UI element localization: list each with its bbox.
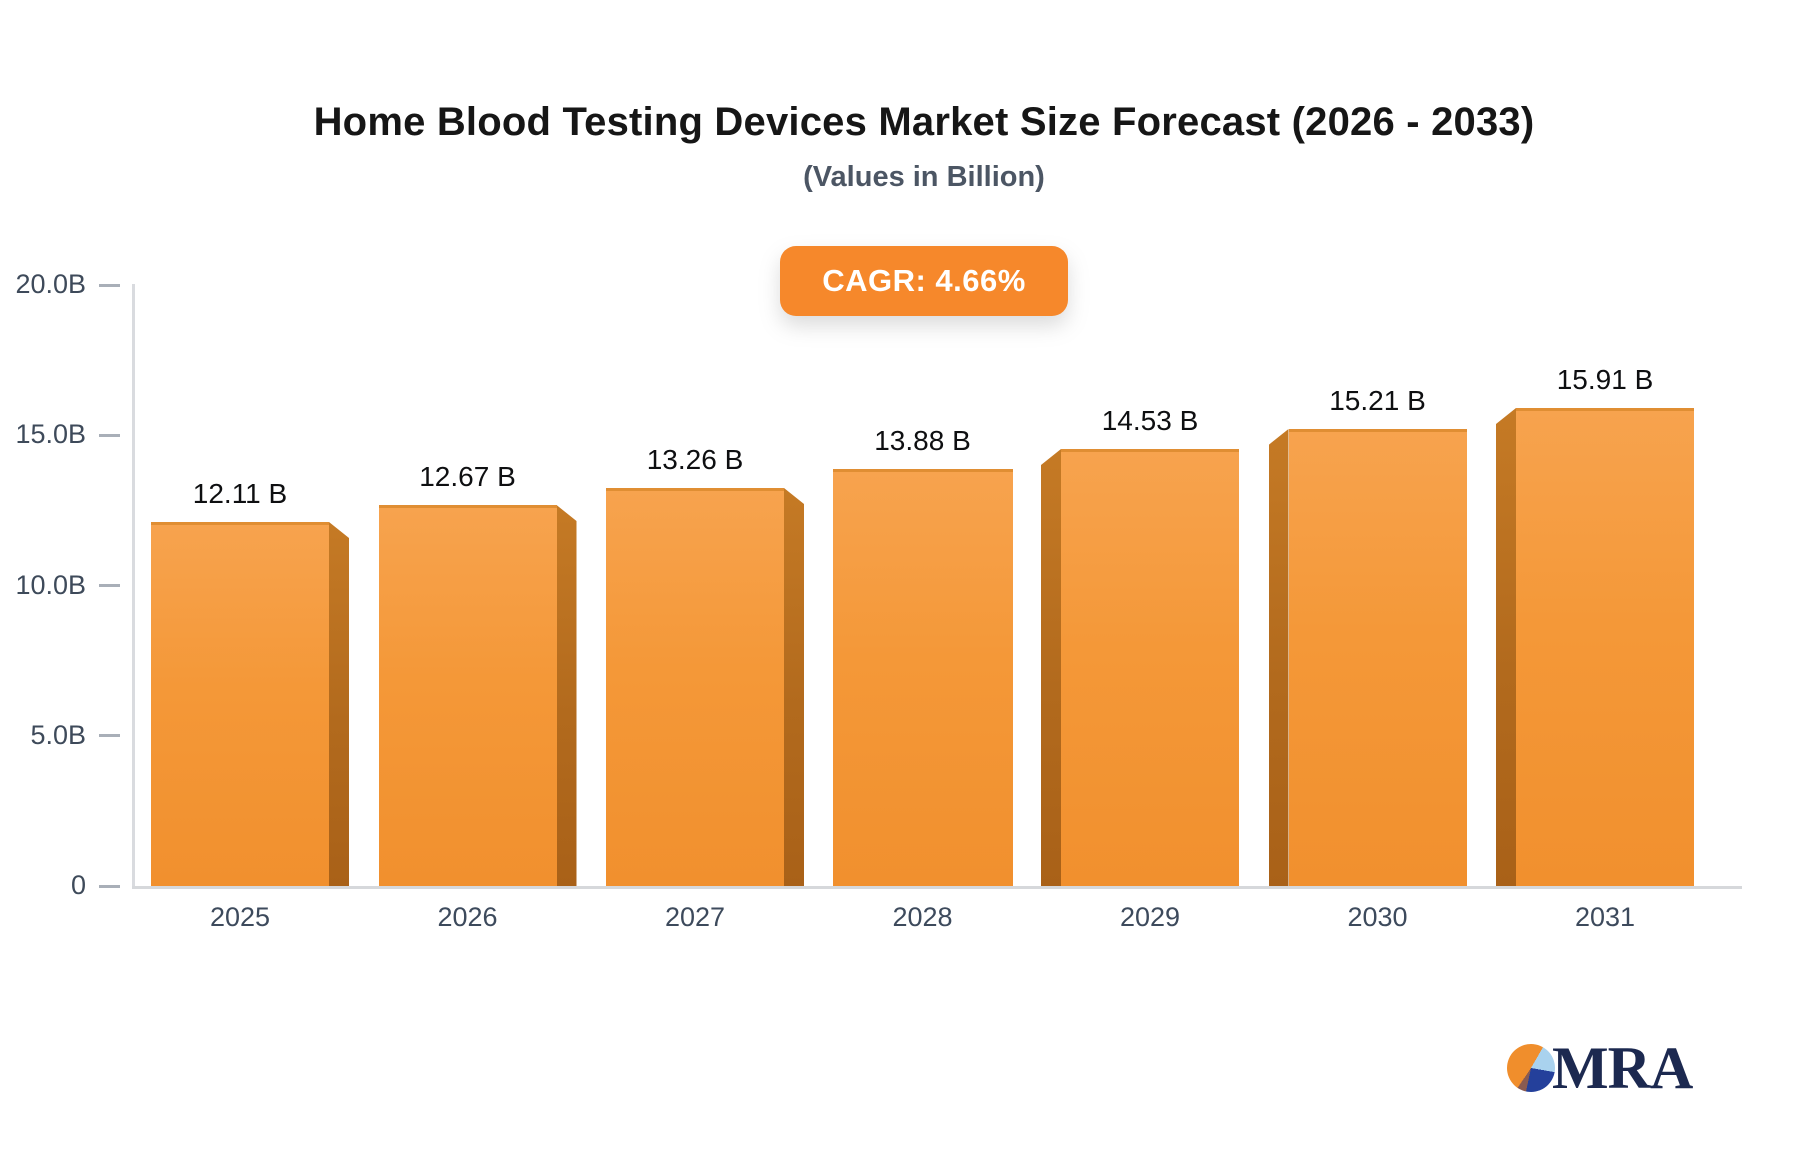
bar-2027	[606, 488, 784, 886]
bar-2031	[1516, 408, 1694, 886]
bar-2029	[1061, 449, 1239, 886]
bar-2028	[832, 469, 1013, 886]
x-axis-label-2029: 2029	[1119, 902, 1181, 932]
bar-side-face	[329, 522, 349, 886]
bar-side-face	[1268, 429, 1289, 886]
y-tick-label: 15.0B	[15, 419, 86, 450]
bar-2026	[378, 505, 557, 886]
y-tick-mark	[99, 283, 120, 287]
y-tick-label: 0	[70, 870, 86, 900]
bar-2025	[151, 522, 329, 886]
bar-value-label: 15.21 B	[1329, 385, 1426, 416]
bar-side-face	[556, 505, 577, 886]
cagr-badge: CAGR: 4.66%	[780, 246, 1068, 316]
pie-chart-logo-icon	[1507, 1044, 1555, 1092]
chart-header: Home Blood Testing Devices Market Size F…	[48, 0, 1800, 316]
chart-subtitle: (Values in Billion)	[803, 161, 1045, 193]
bar-side-face	[1496, 408, 1516, 886]
y-tick-mark	[99, 433, 120, 437]
x-axis-line	[132, 886, 1742, 889]
chart-title: Home Blood Testing Devices Market Size F…	[313, 100, 1535, 144]
bar-value-label: 12.11 B	[192, 478, 288, 509]
y-tick-label: 20.0B	[15, 269, 86, 299]
x-axis-label-2026: 2026	[437, 902, 498, 932]
y-tick-label: 5.0B	[30, 719, 86, 750]
bar-value-label: 12.67 B	[419, 461, 516, 492]
x-axis-label-2027: 2027	[664, 902, 726, 932]
y-tick-mark	[99, 884, 120, 888]
mra-logo: MRA	[1507, 1035, 1693, 1101]
bar-side-face	[784, 488, 804, 886]
y-axis-line	[132, 284, 135, 889]
x-axis-label-2031: 2031	[1574, 902, 1636, 932]
bar-value-label: 13.88 B	[874, 425, 971, 456]
y-tick-label: 10.0B	[15, 569, 86, 600]
bar-value-label: 14.53 B	[1101, 405, 1199, 436]
bar-2030	[1288, 429, 1467, 886]
x-axis-label-2025: 2025	[209, 902, 271, 932]
y-tick-mark	[99, 734, 120, 738]
bar-side-face	[1041, 449, 1061, 886]
logo-text: MRA	[1552, 1035, 1693, 1101]
x-axis-label-2030: 2030	[1347, 902, 1408, 932]
bar-value-label: 13.26 B	[646, 444, 744, 475]
bar-value-label: 15.91 B	[1556, 364, 1654, 395]
x-axis-label-2028: 2028	[892, 902, 953, 932]
y-tick-mark	[99, 584, 120, 587]
